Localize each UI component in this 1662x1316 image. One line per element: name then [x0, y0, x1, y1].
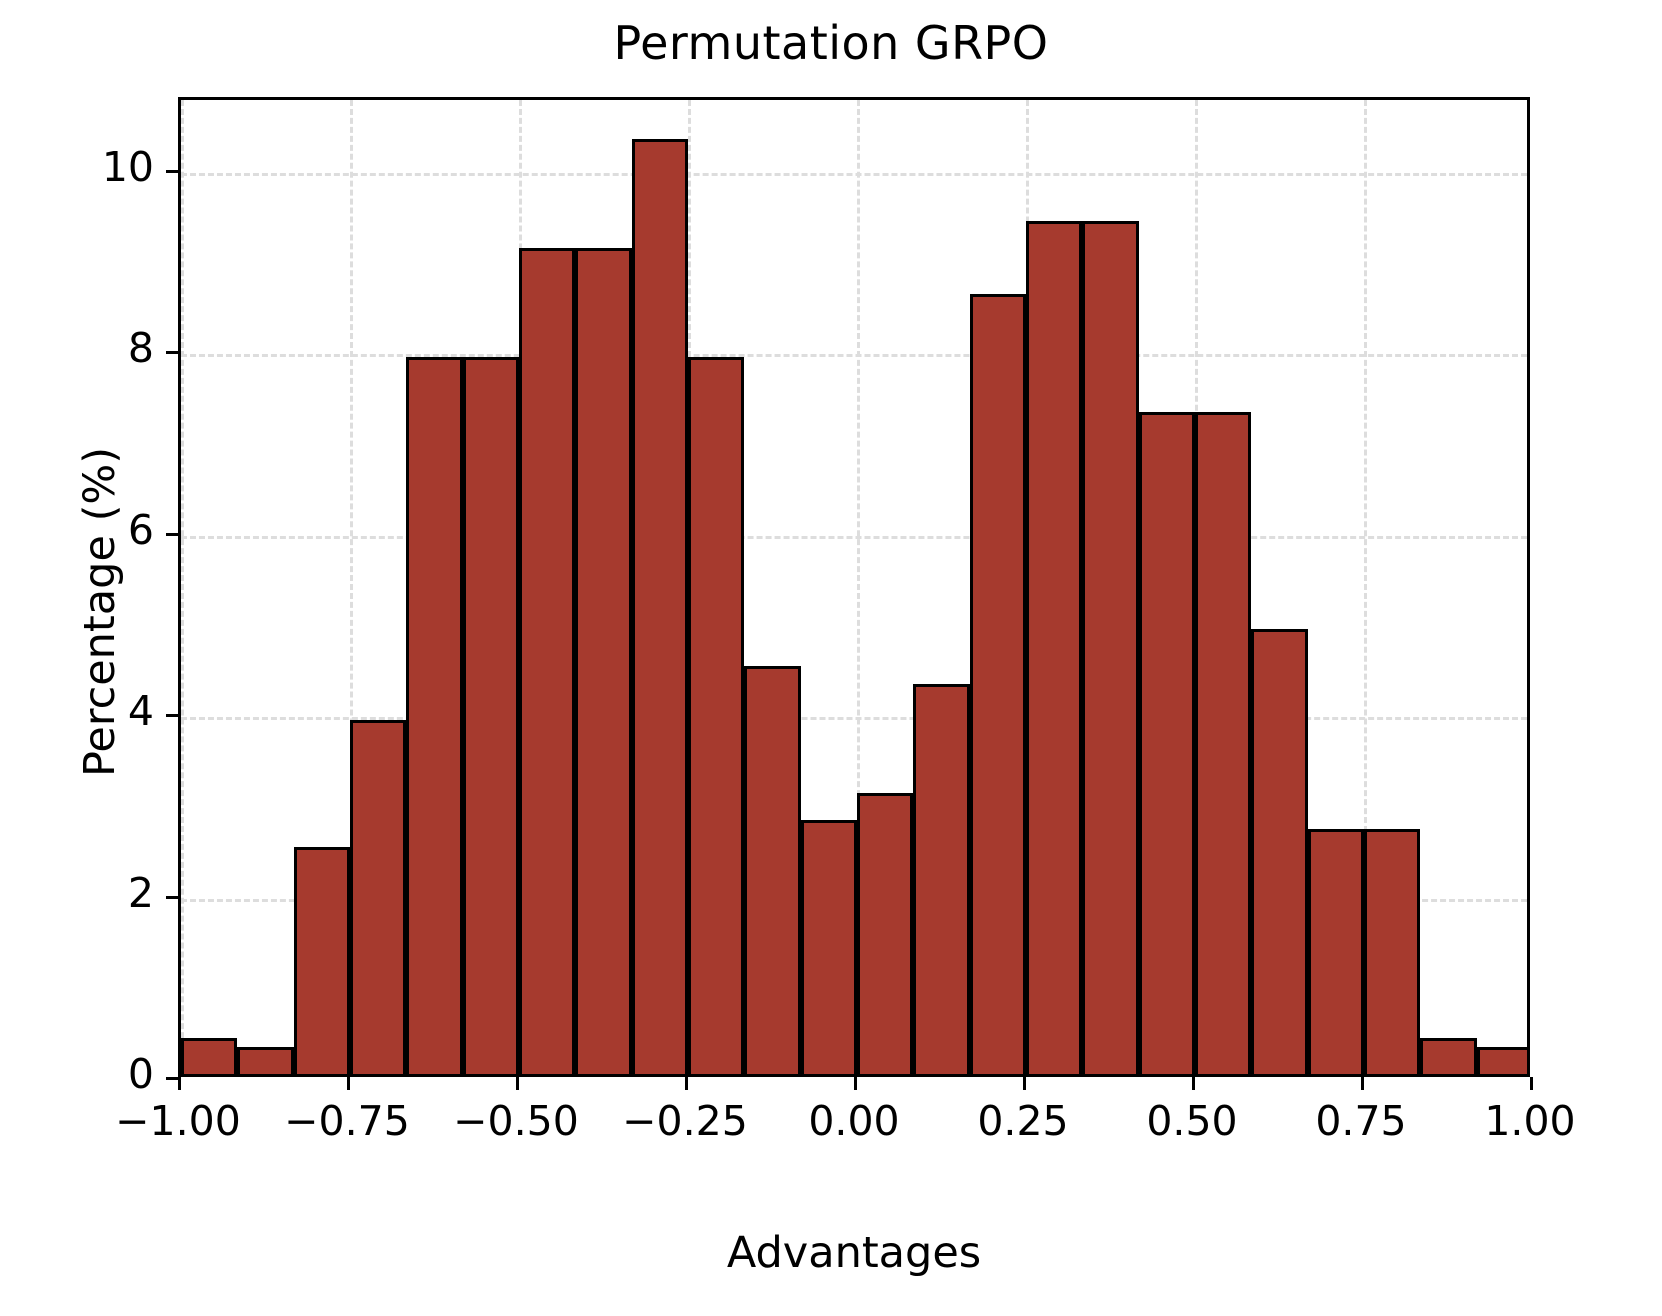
x-tick-mark [1192, 1077, 1195, 1090]
histogram-bar [1364, 829, 1421, 1074]
histogram-bar [744, 665, 801, 1074]
histogram-bar [800, 819, 857, 1074]
gridline-vertical [181, 100, 184, 1074]
y-tick-label: 6 [127, 505, 154, 554]
histogram-bar [406, 357, 463, 1074]
x-tick-label: 1.00 [1484, 1097, 1576, 1145]
y-tick-label: 0 [127, 1050, 154, 1098]
y-tick-label: 10 [101, 142, 154, 191]
gridline-vertical [1364, 100, 1367, 1074]
y-tick-mark [166, 169, 179, 173]
histogram-bar [1082, 221, 1139, 1074]
y-tick-mark [166, 1077, 179, 1080]
x-tick-mark [685, 1077, 688, 1090]
histogram-bar [1195, 411, 1252, 1074]
histogram-bar [1307, 829, 1364, 1074]
x-tick-label: −1.00 [115, 1097, 241, 1145]
y-tick-label: 8 [127, 324, 154, 373]
histogram-bar [293, 847, 350, 1074]
y-tick-mark [166, 714, 179, 718]
x-tick-mark [1361, 1077, 1364, 1090]
x-tick-label: 0.25 [977, 1097, 1069, 1145]
x-tick-mark [1530, 1077, 1533, 1090]
x-tick-label: −0.50 [453, 1097, 579, 1145]
histogram-bar [575, 248, 632, 1074]
y-tick-mark [166, 532, 179, 536]
histogram-bar [1420, 1037, 1477, 1074]
gridline-vertical [350, 100, 353, 1074]
x-tick-mark [854, 1077, 857, 1090]
histogram-bar [857, 792, 914, 1074]
plot-area [178, 97, 1530, 1077]
y-tick-mark [166, 895, 179, 899]
y-axis-label: Percentage (%) [75, 447, 125, 777]
histogram-bar [181, 1037, 238, 1074]
gridline-horizontal [181, 535, 1527, 539]
x-tick-mark [178, 1077, 181, 1090]
x-tick-label: −0.25 [622, 1097, 748, 1145]
gridline-horizontal [181, 172, 1527, 176]
x-tick-label: 0.75 [1315, 1097, 1407, 1145]
x-tick-label: −0.75 [284, 1097, 410, 1145]
histogram-bar [237, 1046, 294, 1074]
histogram-bars [181, 100, 1527, 1074]
histogram-bar [1026, 221, 1083, 1074]
gridline-horizontal [181, 717, 1527, 721]
x-tick-label: 0.00 [808, 1097, 900, 1145]
histogram-bar [350, 720, 407, 1074]
gridline-vertical [857, 100, 860, 1074]
histogram-bar [688, 357, 745, 1074]
histogram-bar [1251, 629, 1308, 1074]
x-axis-label: Advantages [726, 1228, 982, 1278]
x-tick-mark [347, 1077, 350, 1090]
histogram-bar [1476, 1046, 1527, 1074]
y-tick-label: 2 [127, 868, 154, 917]
histogram-bar [969, 293, 1026, 1074]
histogram-bar [913, 683, 970, 1074]
x-tick-label: 0.50 [1146, 1097, 1238, 1145]
histogram-bar [462, 357, 519, 1074]
x-tick-mark [1023, 1077, 1026, 1090]
y-tick-label: 4 [127, 687, 154, 736]
chart-title: Permutation GRPO [613, 16, 1049, 70]
histogram-bar [519, 248, 576, 1074]
y-tick-mark [166, 351, 179, 355]
x-tick-mark [516, 1077, 519, 1090]
gridline-horizontal [181, 354, 1527, 358]
histogram-bar [1138, 411, 1195, 1074]
histogram-bar [631, 139, 688, 1074]
